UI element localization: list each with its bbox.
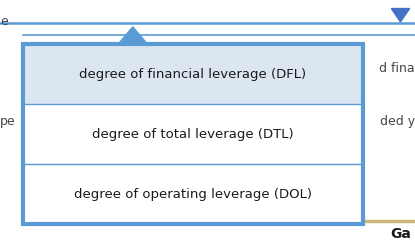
Text: e: e [0,15,8,29]
Text: Ga: Ga [390,227,411,241]
Polygon shape [391,9,410,22]
Text: degree of total leverage (DTL): degree of total leverage (DTL) [92,128,294,141]
Text: degree of operating leverage (DOL): degree of operating leverage (DOL) [74,188,312,201]
Text: degree of financial leverage (DFL): degree of financial leverage (DFL) [79,68,307,81]
Text: d fina: d fina [379,62,415,75]
Bar [23,104,363,164]
Bar [23,164,363,224]
Bar [23,44,363,104]
Bar [23,44,363,224]
Polygon shape [118,27,147,44]
Text: pe: pe [0,115,16,129]
Text: ded y: ded y [380,115,415,129]
